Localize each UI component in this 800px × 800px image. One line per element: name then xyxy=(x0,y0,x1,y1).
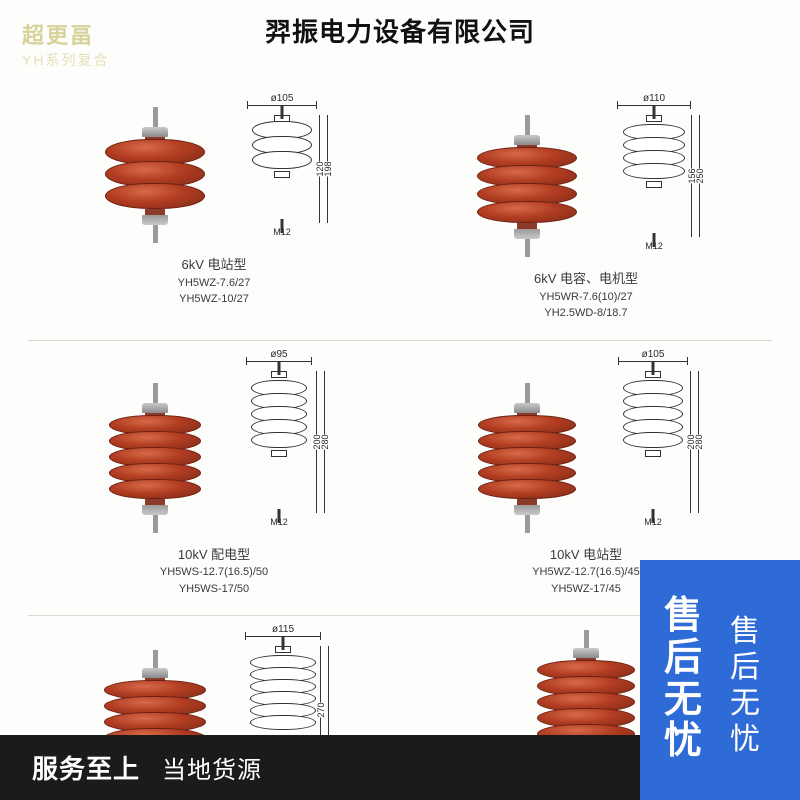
grid-row: ø105 1 xyxy=(28,85,772,340)
arrester-5shed xyxy=(103,383,207,533)
arrester-neck xyxy=(145,499,165,505)
promo-sub-2: 后 xyxy=(730,650,760,686)
arrester-5shed xyxy=(473,383,581,533)
promo-sub-3: 无 xyxy=(730,686,760,722)
arrester-stud xyxy=(153,650,158,668)
grid-cell: ø110 1 xyxy=(400,99,772,322)
dim-h2: 198 xyxy=(323,161,333,176)
caption-model-1: YH5WZ-7.6/27 xyxy=(178,275,251,292)
caption-model-1: YH5WS-12.7(16.5)/50 xyxy=(160,564,268,581)
product-block: ø105 1 xyxy=(100,99,328,249)
product-caption: 6kV 电容、电机型 YH5WR-7.6(10)/27 YH2.5WD-8/18… xyxy=(534,269,638,322)
page-root: 超更畐 YH系列复合 羿振电力设备有限公司 xyxy=(0,0,800,800)
side-dimension: 156 250 xyxy=(691,115,711,237)
arrester-stud xyxy=(153,225,158,243)
corner-watermark: 超更畐 YH系列复合 xyxy=(22,18,109,70)
caption-model-2: YH5WS-17/50 xyxy=(160,581,268,598)
caption-title: 10kV 配电型 xyxy=(160,545,268,565)
shed xyxy=(477,201,577,223)
product-block: ø110 1 xyxy=(472,99,700,263)
dim-h2: 280 xyxy=(320,434,330,449)
dimension-drawing: ø105 xyxy=(607,355,699,533)
promo-main-3: 无 xyxy=(664,680,702,722)
arrester-stud xyxy=(525,383,530,403)
arrester-cap xyxy=(514,135,540,145)
dim-h2: 280 xyxy=(694,434,704,449)
side-dimension: 200 280 xyxy=(690,371,710,513)
promo-main-4: 忧 xyxy=(664,721,702,763)
dim-top-label: ø110 xyxy=(641,93,667,104)
caption-model-1: YH5WZ-12.7(16.5)/45 xyxy=(532,564,640,581)
arrester-stud xyxy=(153,107,158,127)
dimension-drawing: ø95 xyxy=(233,355,325,533)
corner-watermark-sub: YH系列复合 xyxy=(22,50,109,70)
arrester-4shed xyxy=(472,115,582,257)
diagram-body: 200 280 xyxy=(620,371,686,513)
dim-top-label: ø105 xyxy=(640,349,667,360)
caption-model-2: YH5WZ-10/27 xyxy=(178,291,251,308)
grid-cell: ø105 1 xyxy=(28,99,400,322)
arrester-cap xyxy=(142,403,168,413)
caption-model-2: YH5WZ-17/45 xyxy=(532,581,640,598)
promo-main-2: 后 xyxy=(664,638,702,680)
diagram-body: 156 250 xyxy=(621,115,687,237)
arrester-cap xyxy=(573,648,599,658)
shed xyxy=(478,479,576,499)
promo-main-vertical: 售 后 无 忧 xyxy=(664,596,702,763)
diagram-body: 120 198 xyxy=(249,115,315,223)
dimension-drawing: ø105 1 xyxy=(236,99,328,243)
caption-title: 6kV 电容、电机型 xyxy=(534,269,638,289)
footer-main: 服务至上 xyxy=(32,749,140,786)
shed xyxy=(109,479,201,499)
arrester-cap xyxy=(514,403,540,413)
promo-main-1: 售 xyxy=(664,596,702,638)
arrester-neck xyxy=(517,499,537,505)
promo-sub-vertical: 售 后 无 忧 xyxy=(730,614,760,758)
arrester-stud xyxy=(525,515,530,533)
side-dimension: 200 280 xyxy=(316,371,336,513)
product-caption: 6kV 电站型 YH5WZ-7.6/27 YH5WZ-10/27 xyxy=(178,255,251,308)
shed-stack xyxy=(105,143,205,209)
dim-top-label: ø95 xyxy=(268,349,289,360)
grid-cell: ø95 xyxy=(28,355,400,598)
caption-title: 6kV 电站型 xyxy=(178,255,251,275)
dim-top-label: ø115 xyxy=(270,624,296,635)
shed-stack xyxy=(477,151,577,223)
arrester-cap-bottom xyxy=(142,215,168,225)
shed xyxy=(105,183,205,209)
side-dimension: 120 198 xyxy=(319,115,339,223)
arrester-cap xyxy=(142,668,168,678)
arrester-stud xyxy=(525,115,530,135)
promo-sub-1: 售 xyxy=(730,614,760,650)
corner-watermark-main: 超更畐 xyxy=(22,23,94,48)
arrester-cap xyxy=(142,127,168,137)
footer-tag: 当地货源 xyxy=(162,750,262,785)
arrester-3shed xyxy=(100,107,210,243)
caption-model-2: YH2.5WD-8/18.7 xyxy=(534,305,638,322)
arrester-cap-bottom xyxy=(142,505,168,515)
arrester-stud xyxy=(584,630,589,648)
product-block: ø95 xyxy=(103,355,325,539)
dim-h1: 270 xyxy=(316,702,326,717)
arrester-stud xyxy=(153,515,158,533)
right-promo-band: 售 后 无 忧 售 后 无 忧 xyxy=(640,560,800,800)
arrester-stud xyxy=(525,239,530,257)
dim-top-label: ø105 xyxy=(269,93,296,104)
diagram-body: 200 280 xyxy=(246,371,312,513)
product-caption: 10kV 电站型 YH5WZ-12.7(16.5)/45 YH5WZ-17/45 xyxy=(532,545,640,598)
arrester-cap-bottom xyxy=(514,229,540,239)
arrester-cap-bottom xyxy=(514,505,540,515)
promo-sub-4: 忧 xyxy=(730,722,760,758)
shed-stack xyxy=(478,419,576,499)
product-block: ø105 xyxy=(473,355,699,539)
dim-h2: 250 xyxy=(695,168,705,183)
dimension-drawing: ø110 1 xyxy=(608,99,700,257)
arrester-stud xyxy=(153,383,158,403)
product-caption: 10kV 配电型 YH5WS-12.7(16.5)/50 YH5WS-17/50 xyxy=(160,545,268,598)
header-company: 羿振电力设备有限公司 xyxy=(265,12,535,49)
caption-title: 10kV 电站型 xyxy=(532,545,640,565)
caption-model-1: YH5WR-7.6(10)/27 xyxy=(534,289,638,306)
shed-stack xyxy=(109,419,201,499)
